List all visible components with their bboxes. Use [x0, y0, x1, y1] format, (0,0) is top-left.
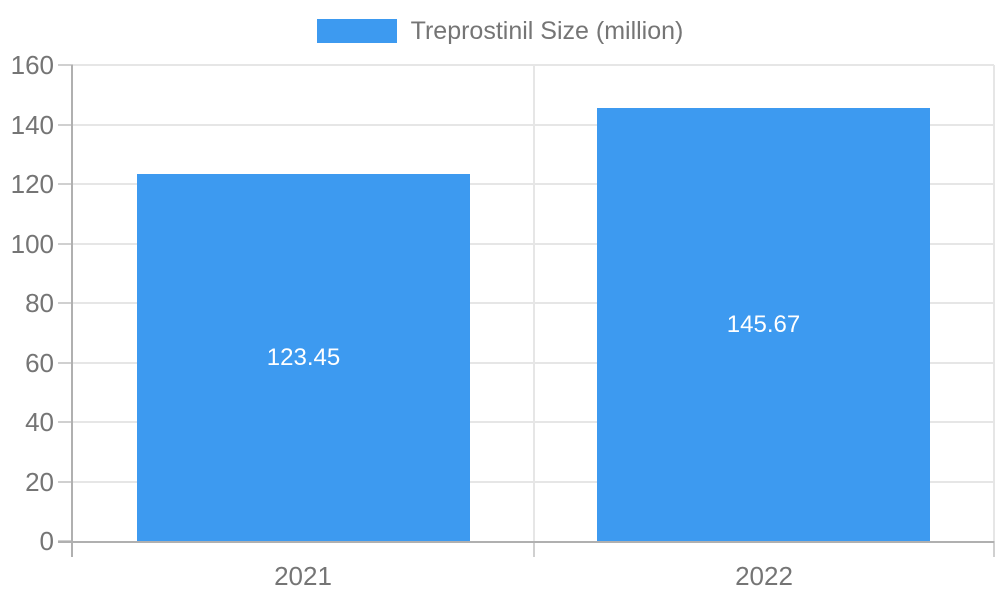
y-tick-label: 40 [25, 407, 54, 437]
y-tick-label: 100 [10, 229, 54, 259]
bar[interactable] [137, 174, 470, 541]
y-tick-label: 80 [25, 288, 54, 318]
y-tick-label: 0 [39, 526, 54, 556]
y-axis-tick [58, 302, 73, 304]
y-axis-tick [58, 481, 73, 483]
y-tick-label: 160 [10, 50, 54, 80]
x-axis-line [58, 541, 994, 543]
y-axis-tick [58, 243, 73, 245]
y-axis-line [71, 65, 73, 557]
y-axis-tick [58, 421, 73, 423]
bar[interactable] [597, 108, 930, 541]
y-tick-label: 60 [25, 348, 54, 378]
x-axis-tick [533, 541, 535, 557]
x-axis-tick [993, 541, 995, 557]
y-axis-tick [58, 124, 73, 126]
legend-swatch [316, 19, 397, 43]
category-boundary-gridline [533, 65, 535, 541]
y-axis-tick [58, 362, 73, 364]
y-tick-label: 140 [10, 110, 54, 140]
y-tick-label: 120 [10, 169, 54, 199]
x-tick-label: 2022 [735, 561, 793, 591]
category-boundary-gridline [993, 65, 995, 541]
y-tick-label: 20 [25, 467, 54, 497]
y-axis-tick [58, 64, 73, 66]
x-tick-label: 2021 [274, 561, 332, 591]
legend[interactable]: Treprostinil Size (million) [0, 14, 1000, 48]
y-axis-tick [58, 183, 73, 185]
legend-label: Treprostinil Size (million) [410, 16, 684, 45]
